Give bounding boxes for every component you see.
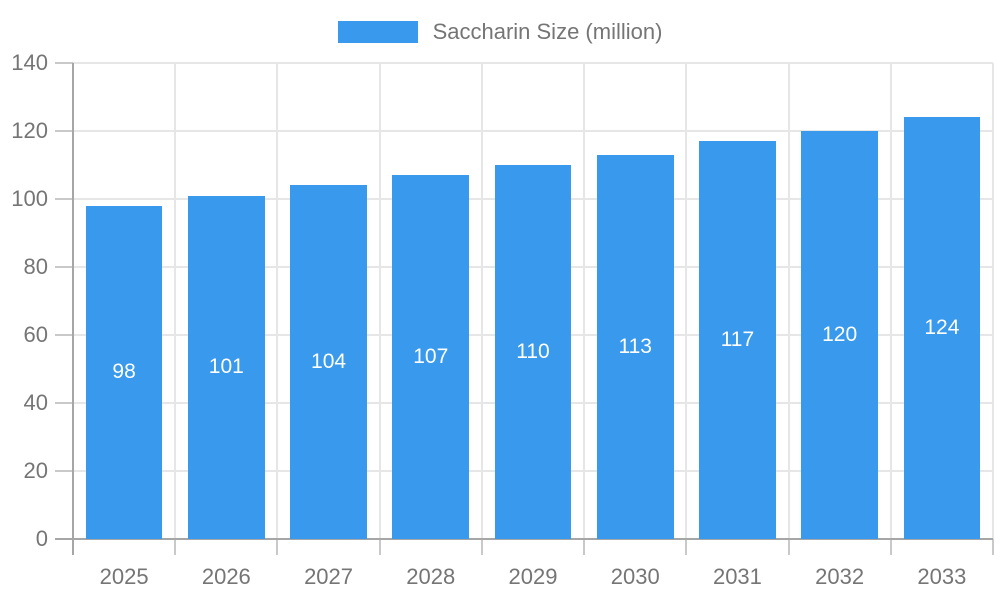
x-axis-label: 2025 (99, 564, 149, 589)
y-axis-label: 40 (23, 390, 48, 415)
bar-value-label: 107 (413, 345, 449, 369)
bar[interactable]: 101 (188, 195, 265, 539)
bar-value-label: 113 (618, 334, 652, 358)
x-tick (480, 539, 483, 555)
bar[interactable]: 113 (596, 154, 674, 539)
gridline-v (378, 63, 381, 539)
x-axis (55, 538, 993, 540)
gridline-v (685, 63, 688, 539)
y-axis-label: 140 (11, 50, 48, 75)
bar[interactable]: 107 (392, 175, 470, 539)
y-axis-label: 20 (23, 458, 48, 483)
bar[interactable]: 104 (290, 185, 367, 539)
y-tick (55, 470, 73, 472)
bar[interactable]: 124 (903, 117, 981, 539)
x-axis-label: 2033 (917, 564, 967, 589)
y-tick (55, 334, 73, 336)
x-axis-label: 2030 (610, 564, 660, 589)
bar-value-label: 117 (720, 328, 755, 352)
bar-value-label: 104 (311, 350, 347, 374)
y-axis-label: 100 (11, 186, 48, 211)
x-tick (685, 539, 688, 555)
bar[interactable]: 120 (801, 131, 878, 539)
bar[interactable]: 98 (85, 205, 163, 539)
y-tick (55, 266, 73, 268)
gridline-v (174, 63, 177, 539)
x-tick (174, 539, 177, 555)
bar[interactable]: 110 (494, 165, 572, 539)
gridline-v (889, 63, 892, 539)
x-tick (992, 539, 994, 555)
bar-value-label: 120 (822, 323, 858, 346)
x-axis-label: 2026 (201, 564, 251, 589)
y-tick (55, 402, 73, 404)
x-axis-label: 2027 (304, 564, 354, 589)
legend-label: Saccharin Size (million) (432, 19, 663, 44)
bar-value-label: 98 (112, 360, 136, 384)
x-axis-label: 2028 (406, 564, 456, 589)
gridline-v (276, 63, 279, 539)
legend-item[interactable]: Saccharin Size (million) (0, 19, 1000, 45)
y-tick (55, 198, 73, 200)
x-tick (889, 539, 892, 555)
y-axis-label: 120 (11, 118, 48, 143)
bar-value-label: 110 (516, 340, 550, 363)
x-axis-label: 2032 (815, 564, 865, 589)
gridline-v (787, 63, 790, 539)
y-axis-label: 0 (35, 526, 48, 551)
gridline-h (73, 130, 993, 132)
bar-value-label: 124 (924, 316, 960, 340)
x-tick (583, 539, 586, 555)
x-axis-label: 2029 (508, 564, 558, 589)
y-tick (55, 130, 73, 132)
gridline-h (73, 62, 993, 64)
gridline-v (583, 63, 586, 539)
plot-area: 0 20 40 60 80 100 120 140 2025 98 2026 101 2027 104 20… (11, 50, 994, 589)
y-axis (72, 63, 74, 555)
x-tick (378, 539, 381, 555)
x-tick (276, 539, 279, 555)
x-axis-label: 2031 (712, 564, 762, 589)
gridline-v (480, 63, 483, 539)
bar[interactable]: 117 (699, 141, 776, 539)
x-tick (787, 539, 790, 555)
legend-swatch (337, 21, 418, 43)
bar-value-label: 101 (208, 355, 244, 379)
y-axis-label: 80 (23, 254, 48, 279)
y-tick (55, 62, 73, 64)
y-axis-label: 60 (23, 322, 48, 347)
gridline-v (992, 63, 994, 539)
